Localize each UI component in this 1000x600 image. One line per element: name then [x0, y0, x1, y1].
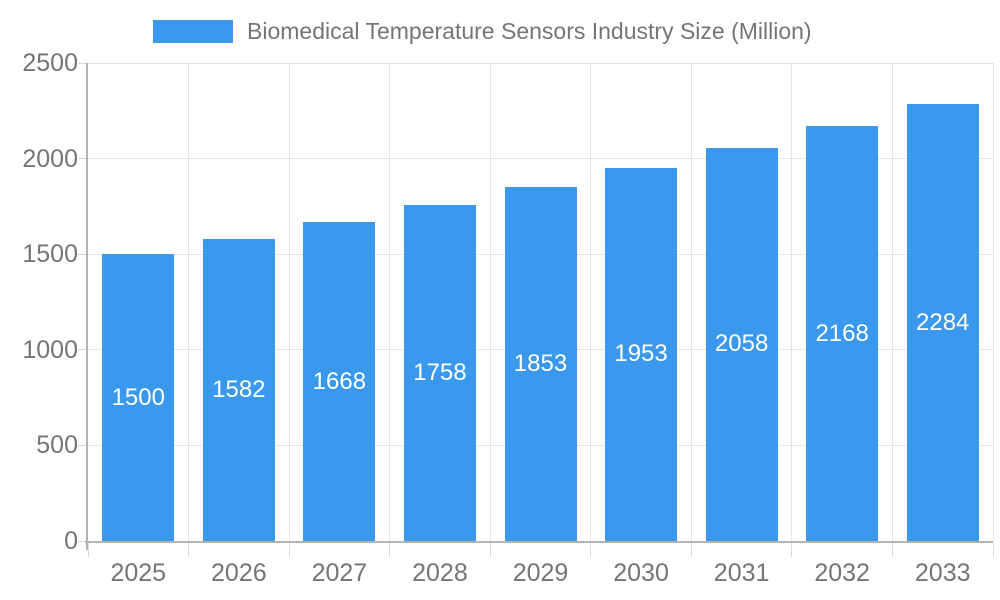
bar-value-label: 2168 [815, 319, 869, 347]
bar-value-label: 1758 [413, 358, 467, 386]
legend-item[interactable]: Biomedical Temperature Sensors Industry … [153, 19, 812, 43]
x-axis-tick-label: 2026 [211, 559, 267, 587]
x-axis-tick [891, 543, 893, 557]
bar-2030[interactable] [605, 167, 678, 541]
gridline-vertical [590, 63, 592, 541]
bar-value-label: 1582 [212, 375, 266, 403]
y-axis-tick-label: 1500 [22, 240, 78, 269]
y-axis-tick [78, 444, 88, 446]
bar-value-label: 2284 [916, 308, 970, 336]
gridline-vertical [489, 63, 491, 541]
plot-area: 0 500 1000 1500 2000 2500 1500 2025 1582 2026 1668… [22, 49, 994, 587]
bar-value-label: 2058 [714, 330, 769, 358]
x-axis-tick [590, 543, 592, 557]
x-axis-tick-label: 2025 [110, 559, 167, 587]
legend-label: Biomedical Temperature Sensors Industry … [247, 18, 812, 44]
y-axis-tick [78, 158, 88, 160]
y-axis-tick-label: 0 [64, 527, 78, 555]
gridline-vertical [690, 63, 692, 541]
bar-2032[interactable] [806, 126, 879, 541]
bar-2033[interactable] [906, 104, 979, 541]
y-axis-tick [78, 253, 88, 255]
x-axis-tick [489, 543, 491, 557]
x-axis-tick [87, 543, 89, 557]
legend-swatch [153, 19, 233, 43]
gridline-vertical [791, 63, 793, 541]
gridline-vertical [992, 63, 994, 541]
x-axis-tick-label: 2031 [713, 559, 770, 587]
bar-2029[interactable] [504, 186, 577, 541]
y-axis-tick-label: 500 [36, 431, 78, 460]
x-axis-line [85, 541, 993, 543]
bar-value-label: 1853 [513, 349, 568, 377]
x-axis-tick [791, 543, 793, 557]
x-axis-tick [389, 543, 391, 557]
x-axis-tick-label: 2030 [613, 559, 669, 587]
gridline-vertical [188, 63, 190, 541]
x-axis-tick-label: 2029 [512, 559, 569, 587]
x-axis-tick [690, 543, 692, 557]
bar-value-label: 1668 [312, 367, 367, 395]
x-axis-tick [188, 543, 190, 557]
gridline-horizontal [88, 62, 993, 64]
bar-2031[interactable] [705, 147, 778, 541]
bar-value-label: 1953 [614, 340, 668, 368]
gridline-vertical [389, 63, 391, 541]
y-axis-tick-label: 2000 [22, 144, 78, 173]
y-axis-tick [78, 349, 88, 351]
y-axis-tick-label: 2500 [22, 49, 78, 77]
bar-2027[interactable] [303, 222, 376, 541]
gridline-horizontal [88, 158, 993, 160]
bar-value-label: 1500 [111, 383, 165, 411]
gridline-vertical [288, 63, 290, 541]
x-axis-tick [288, 543, 290, 557]
gridline-vertical [891, 63, 893, 541]
x-axis-tick-label: 2032 [814, 559, 870, 587]
y-axis-tick [78, 62, 88, 64]
bar-2026[interactable] [202, 238, 275, 541]
x-axis-tick-label: 2028 [412, 559, 468, 587]
x-axis-tick [992, 543, 994, 557]
bar-2028[interactable] [403, 204, 476, 541]
bar-2025[interactable] [102, 254, 175, 541]
y-axis-tick [78, 540, 88, 542]
x-axis-tick-label: 2033 [914, 559, 971, 587]
x-axis-tick-label: 2027 [311, 559, 368, 587]
y-axis-tick-label: 1000 [22, 335, 78, 364]
y-axis-line [86, 63, 88, 550]
